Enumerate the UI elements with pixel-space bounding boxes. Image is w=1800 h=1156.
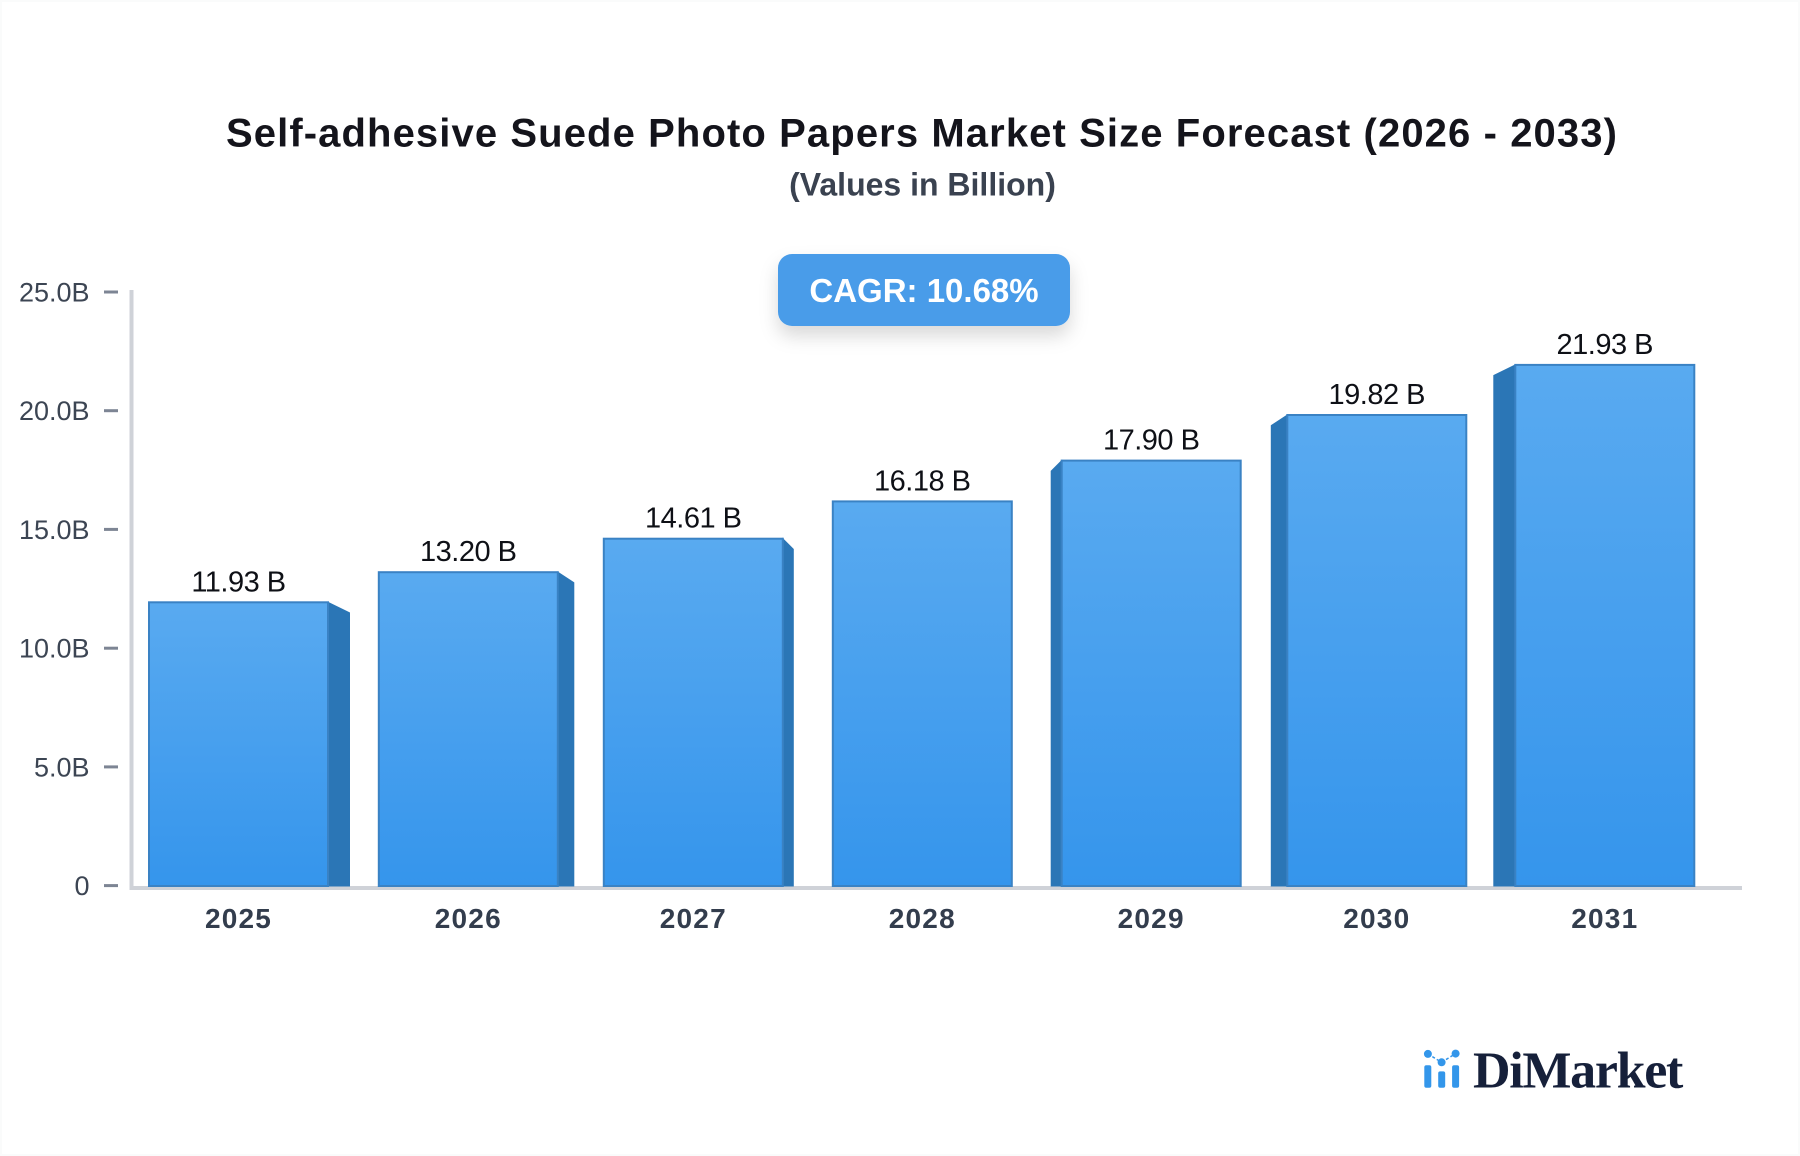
svg-text:15.0B: 15.0B (19, 515, 90, 545)
svg-text:2025: 2025 (205, 903, 272, 934)
svg-text:14.61 B: 14.61 B (645, 503, 741, 535)
svg-text:DiMarket: DiMarket (1473, 1043, 1684, 1100)
svg-text:0: 0 (74, 871, 89, 901)
svg-text:17.90 B: 17.90 B (1103, 425, 1199, 457)
svg-text:2030: 2030 (1343, 903, 1410, 934)
svg-text:19.82 B: 19.82 B (1329, 379, 1425, 411)
svg-text:16.18 B: 16.18 B (874, 465, 970, 497)
svg-text:11.93 B: 11.93 B (191, 566, 285, 598)
svg-text:10.0B: 10.0B (19, 634, 90, 664)
svg-text:(Values in Billion): (Values in Billion) (789, 167, 1056, 203)
svg-text:25.0B: 25.0B (19, 278, 90, 308)
svg-text:2027: 2027 (660, 903, 727, 934)
svg-text:CAGR: 10.68%: CAGR: 10.68% (809, 272, 1038, 309)
svg-text:5.0B: 5.0B (34, 752, 90, 782)
svg-text:21.93 B: 21.93 B (1557, 329, 1653, 361)
svg-text:Self-adhesive Suede Photo Pape: Self-adhesive Suede Photo Papers Market … (226, 112, 1618, 156)
svg-text:2031: 2031 (1571, 903, 1638, 934)
svg-text:13.20 B: 13.20 B (420, 536, 516, 568)
svg-text:20.0B: 20.0B (19, 396, 90, 426)
svg-text:2029: 2029 (1118, 903, 1185, 934)
svg-text:2026: 2026 (435, 903, 502, 934)
svg-text:2028: 2028 (889, 903, 956, 934)
